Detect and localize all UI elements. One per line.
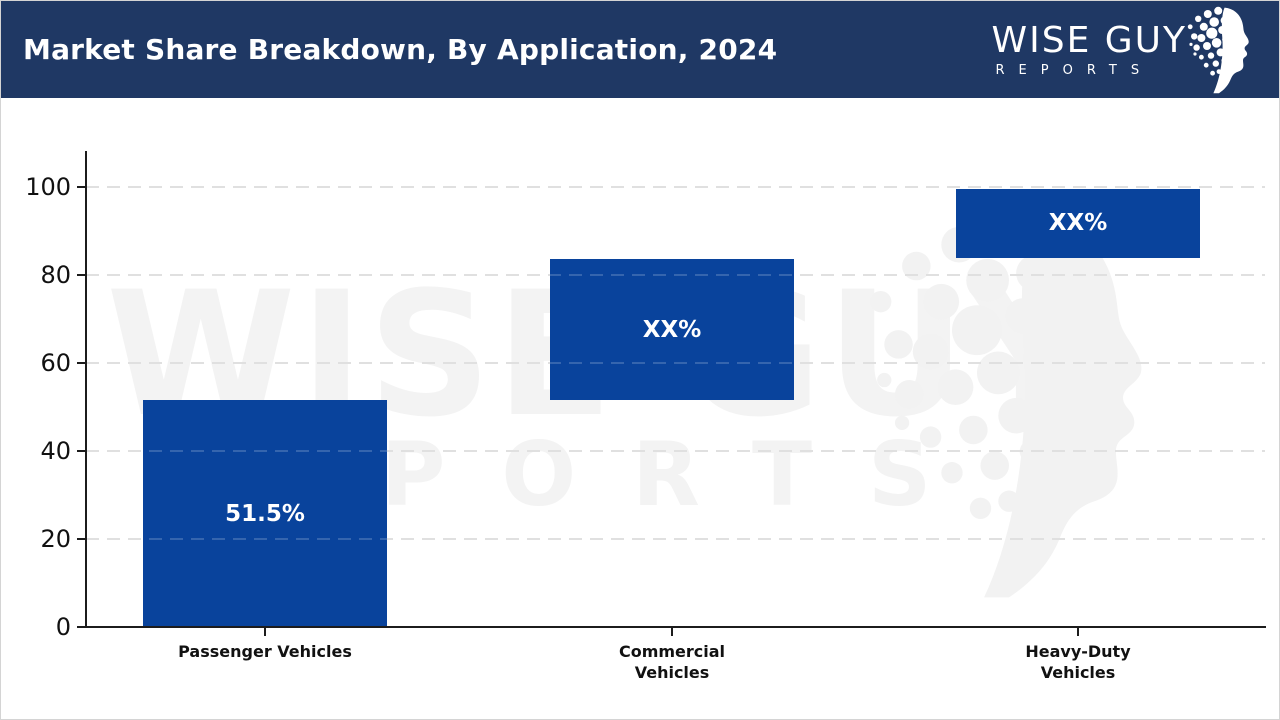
y-tick-label: 80	[40, 261, 71, 289]
y-tick	[77, 450, 86, 452]
gridline	[86, 450, 1265, 452]
logo-brand-name: WISE GUY	[991, 19, 1187, 61]
x-axis-line	[85, 626, 1266, 628]
x-tick	[1077, 628, 1079, 636]
bar-value-label: XX%	[1048, 210, 1108, 237]
bar-2: XX%	[550, 259, 794, 401]
logo-text: WISE GUY REPORTS	[991, 19, 1188, 78]
chart-title: Market Share Breakdown, By Application, …	[23, 33, 778, 66]
y-tick	[77, 362, 86, 364]
gridline	[86, 538, 1265, 540]
gridline-overlay	[86, 538, 1265, 540]
watermark-head-profile-icon	[819, 209, 1199, 601]
gridline-overlay	[86, 450, 1265, 452]
gridline-overlay	[86, 274, 1265, 276]
bar-value-label: XX%	[642, 316, 702, 343]
bar-3: XX%	[956, 188, 1200, 258]
y-tick-label: 60	[40, 349, 71, 377]
bar-value-label: 51.5%	[225, 500, 305, 527]
y-tick	[77, 538, 86, 540]
x-axis-category-label: Commercial Vehicles	[618, 642, 726, 682]
y-tick-label: 40	[40, 437, 71, 465]
x-axis-category-label: Passenger Vehicles	[178, 642, 352, 661]
y-axis-line	[85, 151, 87, 628]
gridline-overlay	[86, 186, 1265, 188]
gridline-overlay	[86, 362, 1265, 364]
wise-guy-reports-logo: WISE GUY REPORTS	[992, 1, 1268, 98]
x-tick	[264, 628, 266, 636]
y-tick	[77, 274, 86, 276]
header-bar: Market Share Breakdown, By Application, …	[1, 1, 1279, 98]
y-tick	[77, 186, 86, 188]
y-tick-label: 100	[25, 173, 71, 201]
x-axis-category-label: Heavy-Duty Vehicles	[1025, 642, 1131, 682]
logo-brand-subtitle: REPORTS	[995, 62, 1154, 78]
y-tick	[77, 626, 86, 628]
gridline	[86, 186, 1265, 188]
bar-1: 51.5%	[143, 400, 387, 627]
y-tick-label: 20	[40, 525, 71, 553]
y-tick-label: 0	[55, 613, 71, 641]
x-tick	[671, 628, 673, 636]
